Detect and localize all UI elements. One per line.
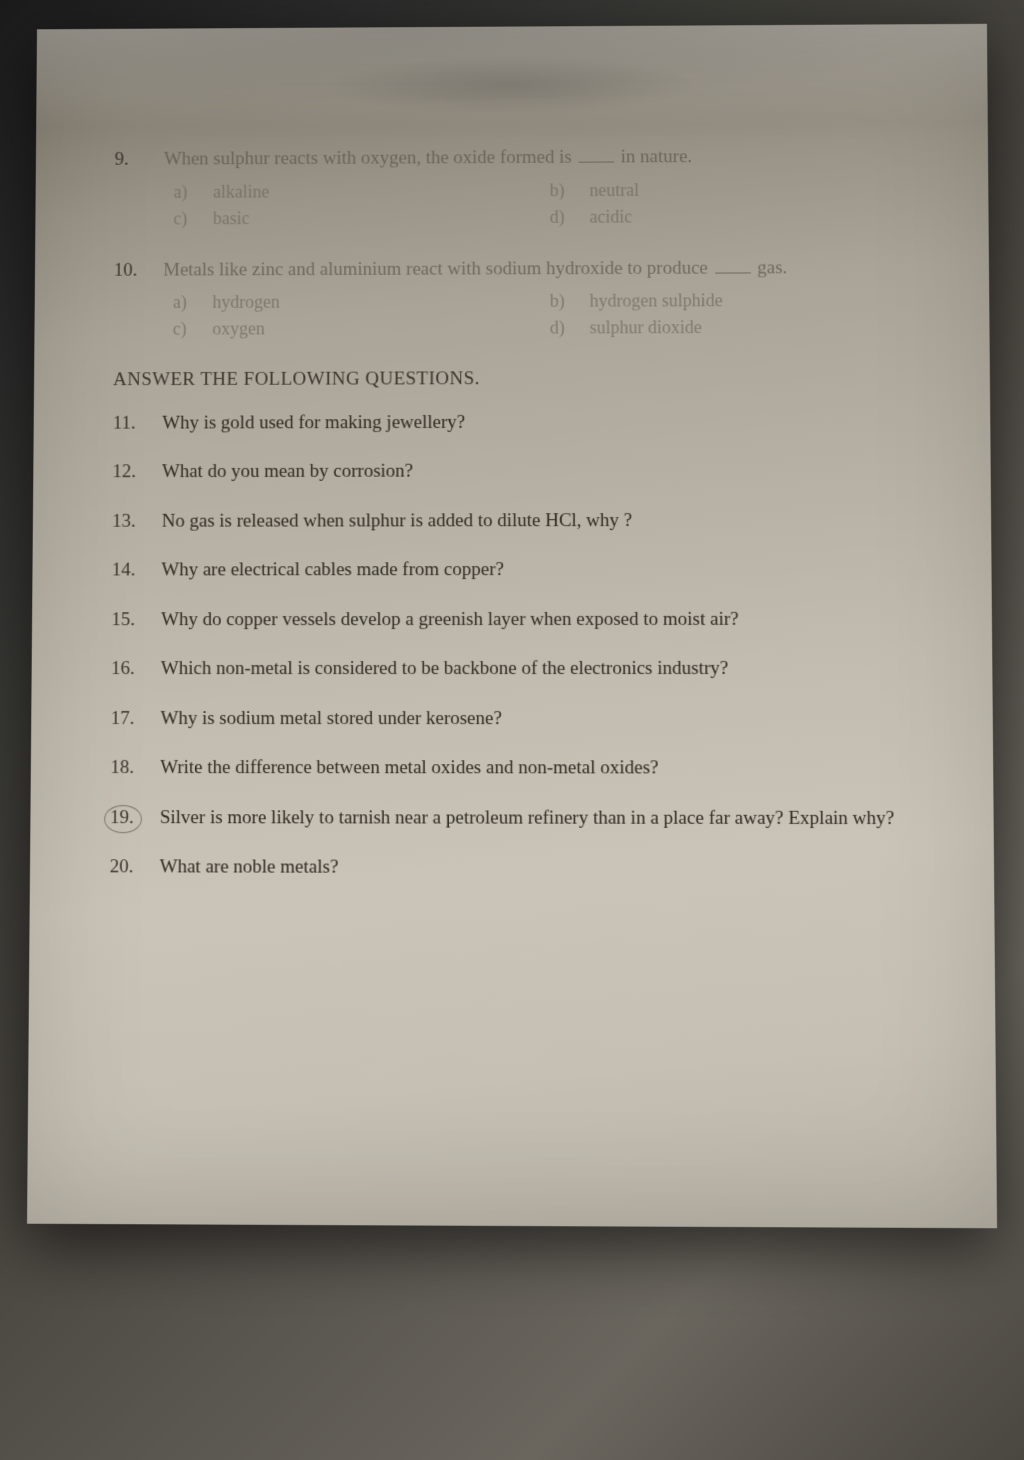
question-text: Why are electrical cables made from copp…: [161, 555, 931, 585]
short-answer-11: 11.Why is gold used for making jewellery…: [113, 407, 930, 438]
option-text: sulphur dioxide: [590, 317, 702, 338]
short-answer-14: 14.Why are electrical cables made from c…: [112, 555, 932, 585]
options-grid: a)hydrogen b)hydrogen sulphide c)oxygen …: [173, 290, 890, 340]
question-text: Why is sodium metal stored under kerosen…: [160, 704, 932, 734]
option-a: a)alkaline: [174, 180, 510, 202]
options-grid: a)alkaline b)neutral c)basic d)acidic: [173, 178, 888, 228]
option-label: a): [173, 292, 213, 313]
option-a: a)hydrogen: [173, 291, 510, 313]
option-b: b)neutral: [550, 178, 889, 200]
question-number-circled: 19.: [110, 807, 160, 829]
question-text-before: Metals like zinc and aluminium react wit…: [163, 257, 712, 280]
option-text: acidic: [589, 206, 632, 227]
question-number: 20.: [110, 856, 160, 878]
option-d: d)acidic: [550, 205, 889, 227]
option-label: d): [550, 318, 590, 339]
option-label: d): [550, 206, 590, 227]
question-text: Why is gold used for making jewellery?: [162, 407, 930, 438]
option-b: b)hydrogen sulphide: [550, 290, 889, 312]
short-answer-18: 18.Write the difference between metal ox…: [110, 753, 932, 783]
option-label: b): [550, 180, 590, 201]
question-text: No gas is released when sulphur is added…: [162, 505, 931, 535]
short-answer-12: 12.What do you mean by corrosion?: [112, 456, 930, 487]
fill-blank: [578, 161, 614, 162]
option-label: c): [173, 208, 213, 229]
question-number: 17.: [111, 708, 161, 730]
fill-blank: [715, 272, 751, 273]
question-number: 12.: [112, 462, 162, 484]
worksheet-paper: 9. When sulphur reacts with oxygen, the …: [27, 24, 997, 1228]
mcq-block-10: 10. Metals like zinc and aluminium react…: [113, 253, 929, 339]
short-answer-20: 20.What are noble metals?: [110, 852, 934, 883]
question-text: Metals like zinc and aluminium react wit…: [163, 253, 929, 284]
option-label: b): [550, 291, 590, 312]
mcq-block-9: 9. When sulphur reacts with oxygen, the …: [114, 142, 928, 229]
question-number: 9.: [115, 149, 164, 171]
question-text: Silver is more likely to tarnish near a …: [160, 803, 933, 833]
option-text: neutral: [589, 180, 639, 201]
short-answer-17: 17.Why is sodium metal stored under kero…: [111, 704, 933, 734]
section-title: ANSWER THE FOLLOWING QUESTIONS.: [113, 367, 930, 391]
question-number: 11.: [113, 413, 163, 435]
option-label: a): [174, 181, 214, 202]
question-text: What are noble metals?: [160, 852, 934, 883]
option-text: alkaline: [213, 181, 269, 202]
question-number: 15.: [111, 609, 161, 631]
question-text-before: When sulphur reacts with oxygen, the oxi…: [164, 147, 576, 170]
question-text-after: gas.: [752, 257, 787, 278]
question-number: 13.: [112, 511, 162, 533]
question-number: 16.: [111, 658, 161, 680]
option-c: c)basic: [173, 207, 510, 229]
short-answer-15: 15.Why do copper vessels develop a green…: [111, 604, 931, 634]
option-c: c)oxygen: [173, 318, 510, 340]
short-answer-16: 16.Which non-metal is considered to be b…: [111, 654, 932, 684]
question-text: What do you mean by corrosion?: [162, 456, 931, 487]
question-text-after: in nature.: [616, 146, 692, 167]
short-answer-13: 13.No gas is released when sulphur is ad…: [112, 505, 931, 536]
question-row: 10. Metals like zinc and aluminium react…: [114, 253, 929, 284]
question-text: Which non-metal is considered to be back…: [161, 654, 932, 684]
option-text: hydrogen sulphide: [590, 290, 723, 311]
question-text: When sulphur reacts with oxygen, the oxi…: [164, 142, 928, 174]
question-text: Why do copper vessels develop a greenish…: [161, 604, 932, 634]
option-text: basic: [213, 208, 250, 229]
question-number: 10.: [114, 259, 164, 281]
option-label: c): [173, 319, 213, 340]
question-number: 18.: [110, 757, 160, 779]
option-text: hydrogen: [212, 292, 279, 313]
question-number: 14.: [112, 560, 162, 582]
option-d: d)sulphur dioxide: [550, 317, 890, 339]
question-text: Write the difference between metal oxide…: [160, 753, 933, 783]
question-row: 9. When sulphur reacts with oxygen, the …: [115, 142, 929, 174]
option-text: oxygen: [212, 319, 265, 340]
paper-fold-shadow: [320, 55, 701, 116]
short-answer-19: 19.Silver is more likely to tarnish near…: [110, 803, 933, 834]
